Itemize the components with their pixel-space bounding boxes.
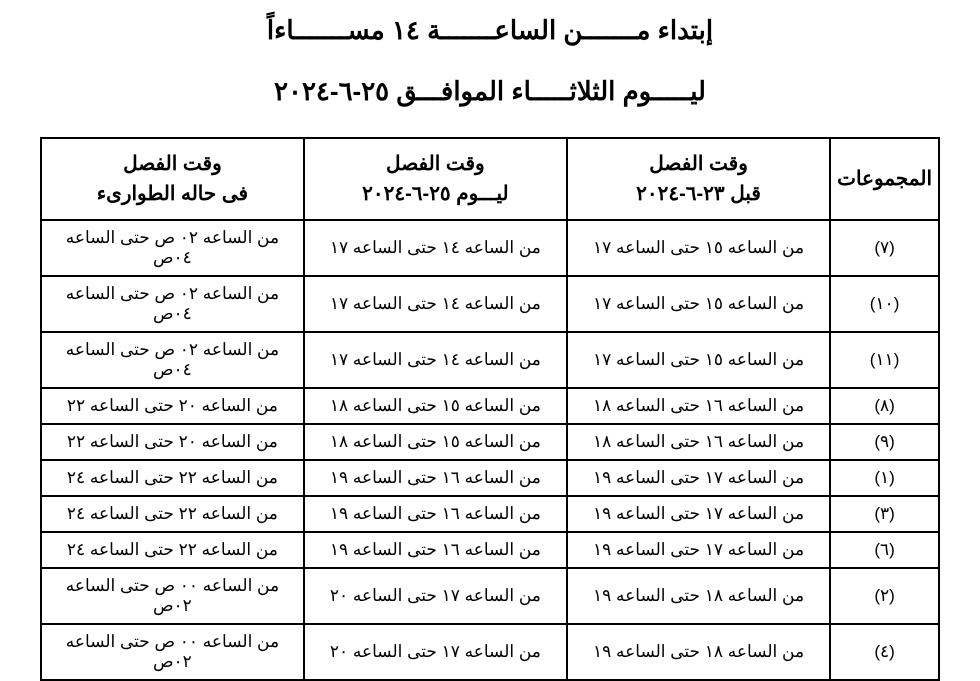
table-cell: من الساعه ١٧ حتى الساعه ١٩ — [567, 460, 830, 496]
table-cell: من الساعه ٢٢ حتى الساعه ٢٤ — [41, 460, 304, 496]
header-time-day: وقت الفصلليـــوم ٢٥-٦-٢٠٢٤ — [304, 138, 567, 220]
title-line-1: إبتداء مـــــــن الساعـــــــة ١٤ مســــ… — [40, 15, 940, 46]
table-cell: من الساعه ١٧ حتى الساعه ١٩ — [567, 532, 830, 568]
table-cell: من الساعه ١٧ حتى الساعه ١٩ — [567, 496, 830, 532]
table-cell: (١١) — [830, 332, 939, 388]
table-cell: من الساعه ٢٠ حتى الساعه ٢٢ — [41, 424, 304, 460]
table-cell: من الساعه ١٧ حتى الساعه ٢٠ — [304, 568, 567, 624]
table-row: (٢)من الساعه ١٨ حتى الساعه ١٩من الساعه ١… — [41, 568, 939, 624]
table-cell: من الساعه ٠٢ ص حتى الساعه ٠٤ص — [41, 220, 304, 276]
table-cell: من الساعه ١٧ حتى الساعه ٢٠ — [304, 624, 567, 680]
table-row: (١)من الساعه ١٧ حتى الساعه ١٩من الساعه ١… — [41, 460, 939, 496]
table-cell: (٤) — [830, 624, 939, 680]
table-cell: من الساعه ٠٠ ص حتى الساعه ٠٢ص — [41, 568, 304, 624]
table-cell: (٩) — [830, 424, 939, 460]
table-cell: من الساعه ٢٠ حتى الساعه ٢٢ — [41, 388, 304, 424]
table-cell: (٣) — [830, 496, 939, 532]
table-cell: من الساعه ١٥ حتى الساعه ١٧ — [567, 276, 830, 332]
table-cell: من الساعه ٠٢ ص حتى الساعه ٠٤ص — [41, 276, 304, 332]
table-cell: (١٠) — [830, 276, 939, 332]
table-cell: من الساعه ٠٢ ص حتى الساعه ٠٤ص — [41, 332, 304, 388]
table-cell: (٨) — [830, 388, 939, 424]
table-cell: من الساعه ١٦ حتى الساعه ١٩ — [304, 496, 567, 532]
title-line-2: ليـــــوم الثلاثـــــاء الموافـــق ٢٥-٦-… — [40, 76, 940, 107]
table-row: (٧)من الساعه ١٥ حتى الساعه ١٧من الساعه ١… — [41, 220, 939, 276]
table-row: (١٠)من الساعه ١٥ حتى الساعه ١٧من الساعه … — [41, 276, 939, 332]
table-cell: من الساعه ٢٢ حتى الساعه ٢٤ — [41, 496, 304, 532]
table-cell: من الساعه ١٦ حتى الساعه ١٩ — [304, 460, 567, 496]
table-row: (٦)من الساعه ١٧ حتى الساعه ١٩من الساعه ١… — [41, 532, 939, 568]
table-cell: من الساعه ١٨ حتى الساعه ١٩ — [567, 568, 830, 624]
table-cell: من الساعه ١٥ حتى الساعه ١٧ — [567, 220, 830, 276]
table-cell: من الساعه ١٦ حتى الساعه ١٨ — [567, 424, 830, 460]
table-cell: من الساعه ١٤ حتى الساعه ١٧ — [304, 220, 567, 276]
table-cell: من الساعه ١٤ حتى الساعه ١٧ — [304, 332, 567, 388]
table-row: (٩)من الساعه ١٦ حتى الساعه ١٨من الساعه ١… — [41, 424, 939, 460]
table-cell: (٢) — [830, 568, 939, 624]
table-header-row: المجموعات وقت الفصلقبل ٢٣-٦-٢٠٢٤ وقت الف… — [41, 138, 939, 220]
schedule-table: المجموعات وقت الفصلقبل ٢٣-٦-٢٠٢٤ وقت الف… — [40, 137, 940, 681]
table-cell: من الساعه ١٨ حتى الساعه ١٩ — [567, 624, 830, 680]
header-groups: المجموعات — [830, 138, 939, 220]
table-cell: من الساعه ١٤ حتى الساعه ١٧ — [304, 276, 567, 332]
table-cell: من الساعه ١٦ حتى الساعه ١٨ — [567, 388, 830, 424]
table-cell: (٦) — [830, 532, 939, 568]
table-cell: من الساعه ٢٢ حتى الساعه ٢٤ — [41, 532, 304, 568]
table-cell: من الساعه ١٥ حتى الساعه ١٧ — [567, 332, 830, 388]
table-cell: من الساعه ١٦ حتى الساعه ١٩ — [304, 532, 567, 568]
table-cell: من الساعه ٠٠ ص حتى الساعه ٠٢ص — [41, 624, 304, 680]
header-time-before: وقت الفصلقبل ٢٣-٦-٢٠٢٤ — [567, 138, 830, 220]
table-cell: (٧) — [830, 220, 939, 276]
table-body: (٧)من الساعه ١٥ حتى الساعه ١٧من الساعه ١… — [41, 220, 939, 680]
table-row: (٤)من الساعه ١٨ حتى الساعه ١٩من الساعه ١… — [41, 624, 939, 680]
table-cell: (١) — [830, 460, 939, 496]
table-cell: من الساعه ١٥ حتى الساعه ١٨ — [304, 424, 567, 460]
table-row: (٣)من الساعه ١٧ حتى الساعه ١٩من الساعه ١… — [41, 496, 939, 532]
header-time-emergency: وقت الفصلفى حاله الطوارىء — [41, 138, 304, 220]
table-cell: من الساعه ١٥ حتى الساعه ١٨ — [304, 388, 567, 424]
table-row: (١١)من الساعه ١٥ حتى الساعه ١٧من الساعه … — [41, 332, 939, 388]
table-row: (٨)من الساعه ١٦ حتى الساعه ١٨من الساعه ١… — [41, 388, 939, 424]
